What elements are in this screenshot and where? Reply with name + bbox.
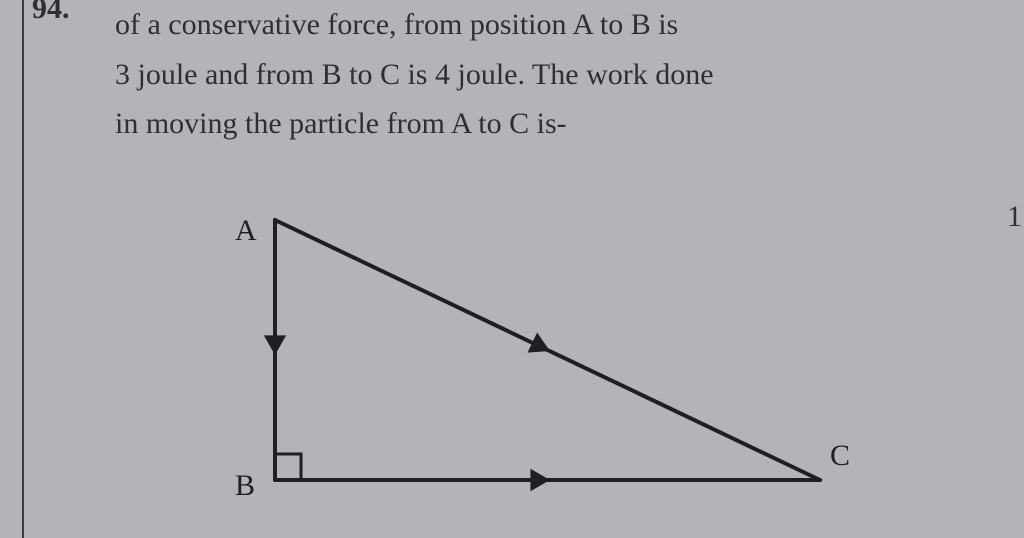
svg-text:A: A	[235, 214, 257, 247]
question-line-2: 3 joule and from B to C is 4 joule. The …	[115, 50, 1015, 100]
margin-rule	[22, 0, 24, 538]
triangle-svg: A B C	[180, 190, 900, 520]
question-line-1: of a conservative force, from position A…	[115, 0, 1015, 50]
question-line-3: in moving the particle from A to C is-	[115, 99, 1015, 149]
page: 94. of a conservative force, from positi…	[0, 0, 1024, 538]
question-number: 94.	[32, 0, 70, 26]
question-text: of a conservative force, from position A…	[115, 0, 1015, 149]
right-margin-text: 1	[1007, 200, 1022, 234]
triangle-figure: A B C	[180, 190, 900, 520]
svg-text:B: B	[235, 469, 255, 502]
svg-text:C: C	[830, 439, 850, 472]
